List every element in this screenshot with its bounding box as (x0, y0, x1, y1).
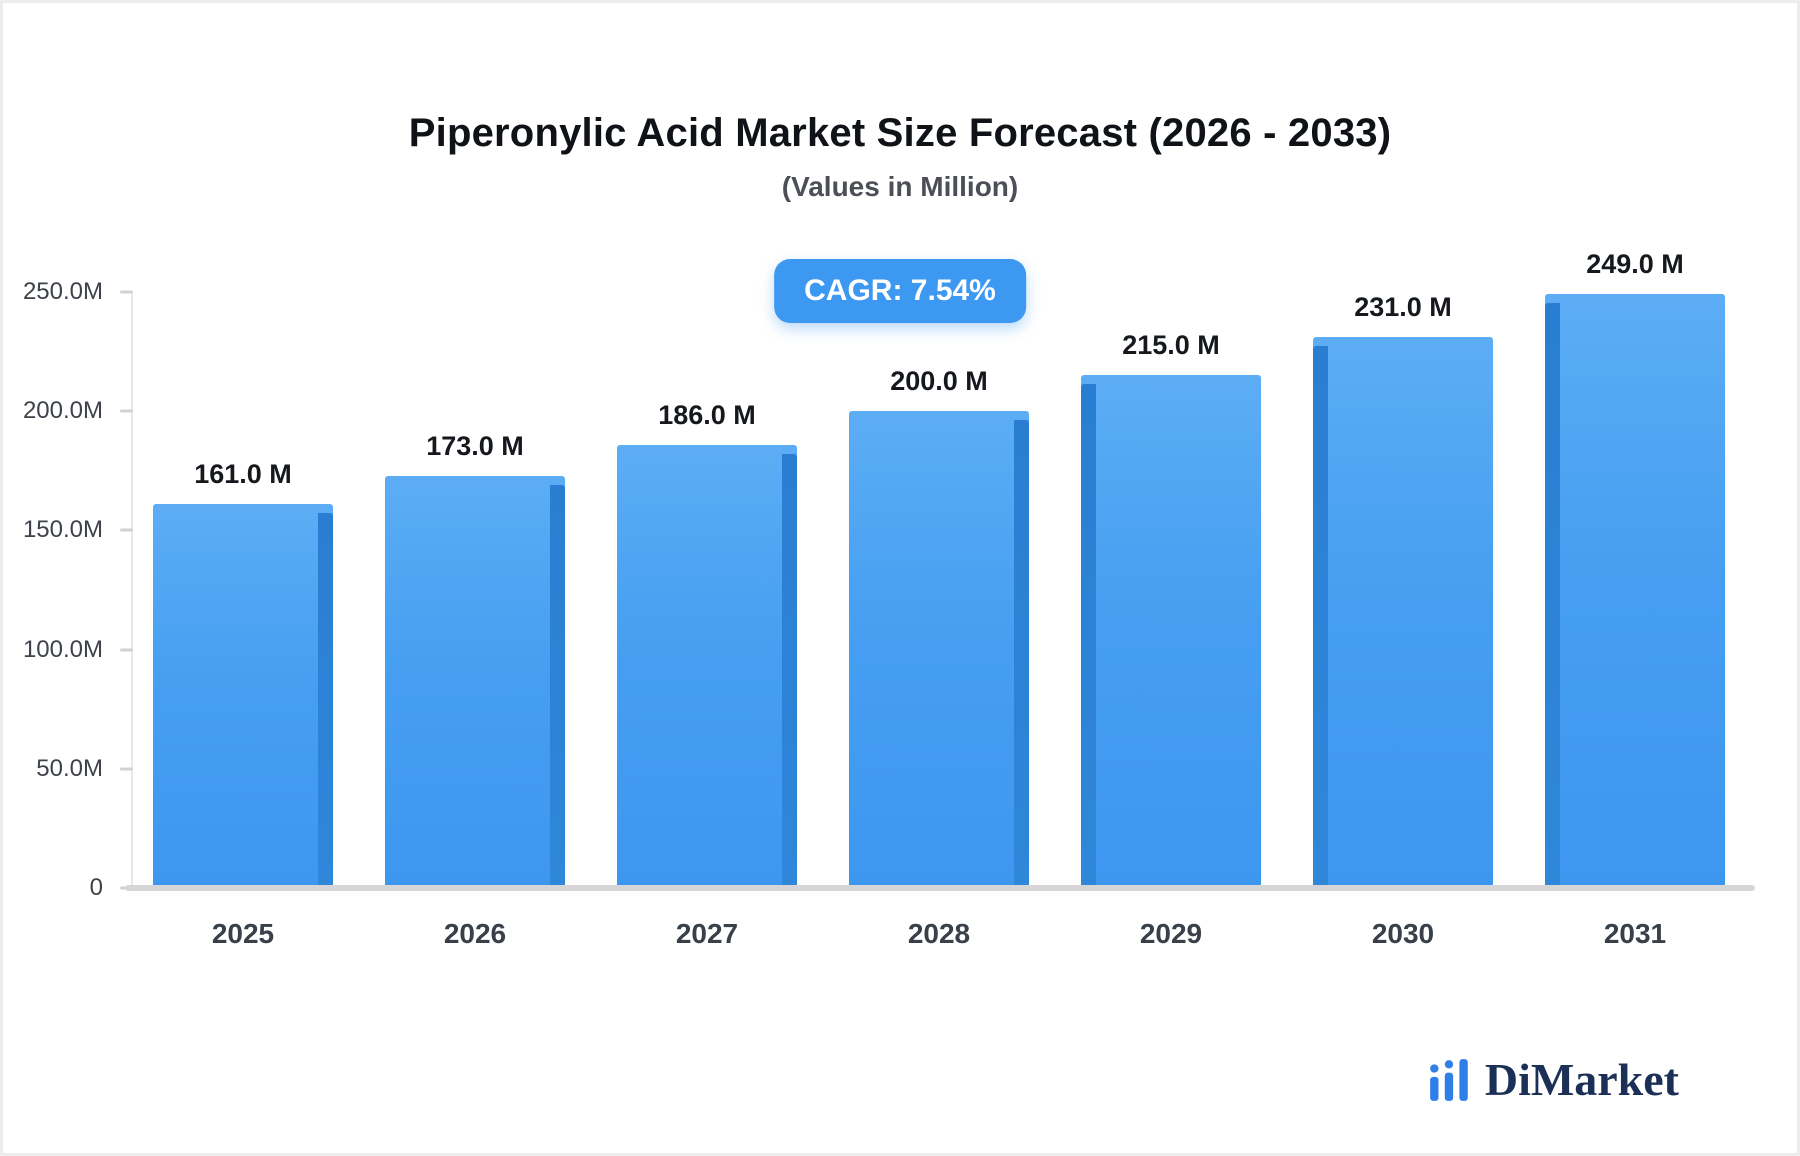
bar-value-label: 249.0 M (1586, 249, 1684, 280)
bar (1081, 375, 1261, 888)
logo-text: DiMarket (1484, 1054, 1679, 1105)
y-tick-label: 200.0M (22, 397, 103, 425)
bar-value-label: 200.0 M (890, 366, 988, 397)
bar-value-label: 173.0 M (426, 430, 524, 461)
bar-chart-logo-icon (1427, 1057, 1473, 1103)
cagr-badge: CAGR: 7.54% (774, 259, 1026, 323)
x-axis-label: 2030 (1371, 918, 1435, 949)
x-axis-line (125, 885, 1755, 891)
chart-subtitle: (Values in Million) (781, 171, 1019, 202)
bar (153, 504, 333, 888)
y-tick-mark (120, 409, 133, 413)
bar (385, 475, 565, 889)
y-tick-mark (120, 290, 133, 294)
bar-group: 186.0 M 2027 (617, 292, 797, 949)
bar (617, 444, 797, 889)
x-axis-label: 2026 (443, 918, 507, 949)
dimarket-logo: DiMarket (1427, 1057, 1679, 1103)
bar-group: 161.0 M 2025 (153, 292, 333, 949)
bar (1545, 294, 1725, 888)
bars: 161.0 M 2025 173.0 M 2026 186.0 M 2027 200.0 M… (133, 249, 1745, 949)
bar-group: 231.0 M 2030 (1313, 292, 1493, 949)
x-axis-label: 2025 (211, 918, 275, 949)
y-tick-label: 250.0M (22, 278, 103, 305)
plot-area: 0 50.0M 100.0M 150.0M 200.0M 250.0M 161.0 M 20… (23, 249, 1755, 949)
bar-group: 173.0 M 2026 (385, 292, 565, 949)
chart-title: Piperonylic Acid Market Size Forecast (2… (408, 111, 1392, 155)
bar-value-label: 215.0 M (1122, 330, 1220, 361)
y-tick-label: 50.0M (36, 754, 103, 782)
x-axis-label: 2028 (907, 918, 971, 949)
y-tick-mark (120, 528, 133, 532)
bar-value-label: 161.0 M (194, 459, 292, 490)
bar-group: 249.0 M 2031 (1545, 249, 1725, 949)
y-tick-mark (120, 767, 133, 771)
bar-value-label: 231.0 M (1354, 292, 1452, 323)
x-axis-label: 2029 (1139, 918, 1203, 949)
x-axis-label: 2027 (675, 918, 739, 949)
x-axis-label: 2031 (1603, 918, 1667, 949)
bar (849, 411, 1029, 888)
y-tick-label: 100.0M (22, 635, 103, 663)
y-axis: 0 50.0M 100.0M 150.0M 200.0M 250.0M (15, 278, 133, 901)
y-tick-label: 150.0M (22, 516, 103, 544)
bar-group: 215.0 M 2029 (1081, 292, 1261, 949)
bar-value-label: 186.0 M (658, 399, 756, 430)
bar (1313, 337, 1493, 888)
bar-group: 200.0 M 2028 (849, 292, 1029, 949)
y-tick-label: 0 (89, 874, 103, 901)
y-tick-mark (120, 648, 133, 652)
